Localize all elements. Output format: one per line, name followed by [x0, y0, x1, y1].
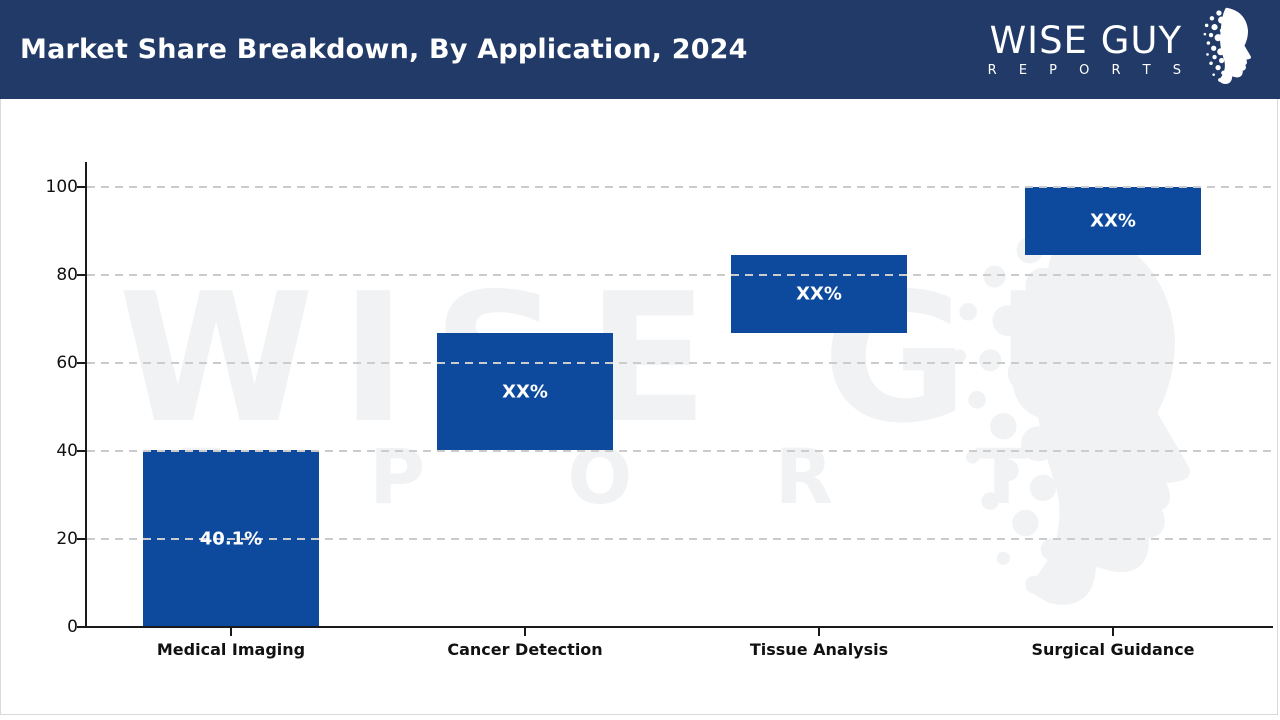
x-tick-mark	[1112, 628, 1114, 636]
chart-title: Market Share Breakdown, By Application, …	[20, 34, 748, 65]
header-bar: Market Share Breakdown, By Application, …	[0, 0, 1280, 99]
gridline	[87, 361, 1272, 364]
y-tick-label: 60	[56, 352, 78, 373]
y-tick-mark	[77, 361, 85, 364]
y-tick-mark	[77, 449, 85, 452]
y-tick-mark	[77, 273, 85, 276]
y-tick-label: 20	[56, 528, 78, 549]
logo-head-icon	[1184, 6, 1268, 94]
x-tick-mark	[818, 628, 820, 636]
x-axis-spine	[85, 626, 1273, 628]
y-tick-mark	[77, 185, 85, 188]
logo-subtitle: R E P O R T S	[987, 63, 1190, 78]
gridline	[87, 449, 1272, 452]
bar-value-label: XX%	[796, 283, 842, 305]
y-tick-label: 80	[56, 264, 78, 285]
gridline	[87, 537, 1272, 540]
bar-value-label: XX%	[1090, 210, 1136, 232]
x-category-label: Tissue Analysis	[749, 640, 889, 659]
gridline	[87, 273, 1272, 276]
watermark-text-line1: WISE GU	[118, 255, 1165, 462]
y-axis-spine	[85, 162, 87, 628]
bar	[437, 332, 613, 451]
y-tick-label: 40	[56, 440, 78, 461]
y-tick-label: 0	[67, 617, 78, 637]
x-category-label: Surgical Guidance	[1031, 640, 1195, 659]
logo-wordmark: WISE GUY	[989, 19, 1183, 62]
wise-guy-reports-logo: WISE GUY R E P O R T S	[982, 6, 1268, 94]
gridline	[87, 185, 1272, 188]
logo-text: WISE GUY R E P O R T S	[982, 22, 1190, 77]
y-tick-mark	[77, 626, 85, 628]
y-tick-mark	[77, 537, 85, 540]
watermark-head-icon	[855, 215, 1275, 655]
x-category-label: Cancer Detection	[447, 640, 603, 659]
bar-value-label: XX%	[502, 381, 548, 403]
y-tick-label: 100	[45, 176, 78, 197]
bar	[1025, 186, 1201, 255]
x-tick-mark	[524, 628, 526, 636]
bar-value-label: 40.1%	[199, 528, 263, 550]
x-category-label: Medical Imaging	[156, 640, 306, 659]
bar	[731, 254, 907, 333]
x-tick-mark	[230, 628, 232, 636]
